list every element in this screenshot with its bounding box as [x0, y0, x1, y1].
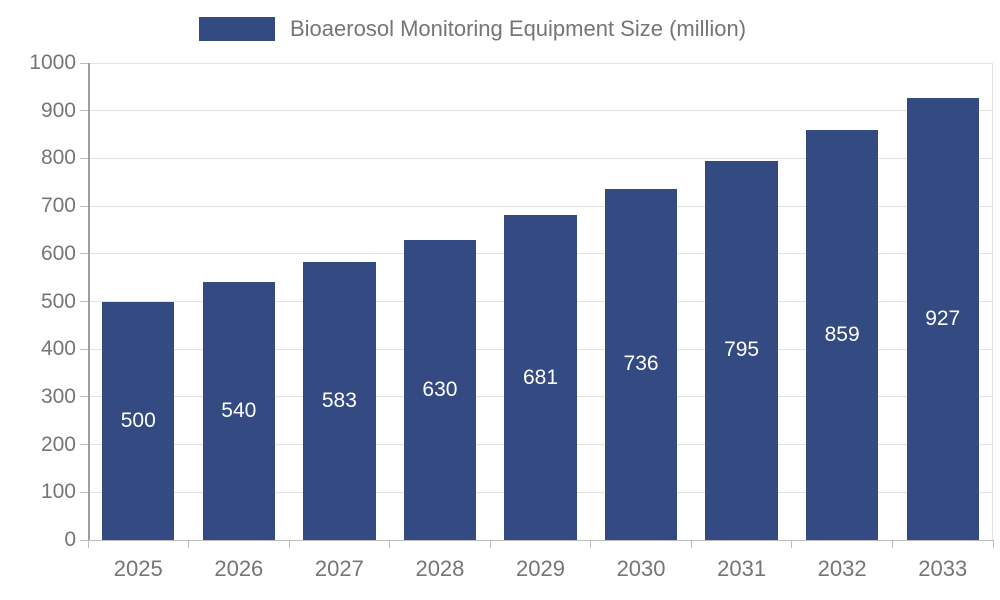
bar-2032: 859 — [805, 130, 879, 540]
gridline-800 — [88, 157, 993, 159]
y-tick-700 — [80, 205, 88, 207]
y-axis-label-600: 600 — [40, 241, 76, 265]
y-axis-label-300: 300 — [40, 384, 76, 408]
x-axis-label-2026: 2026 — [214, 556, 264, 581]
bar-value-label-2026: 540 — [221, 399, 257, 423]
y-axis-label-100: 100 — [40, 480, 76, 504]
x-tick-5 — [590, 540, 592, 548]
x-axis-label-2031: 2031 — [717, 556, 767, 581]
bar-2030: 736 — [604, 188, 678, 540]
x-tick-8 — [891, 540, 893, 548]
x-tick-0 — [87, 540, 89, 548]
x-tick-6 — [690, 540, 692, 548]
y-axis-label-700: 700 — [40, 194, 76, 218]
y-axis-line — [88, 63, 90, 540]
y-axis-label-1000: 1000 — [29, 51, 76, 74]
x-tick-7 — [791, 540, 793, 548]
bar-value-label-2031: 795 — [724, 338, 760, 362]
bar-value-label-2028: 630 — [422, 377, 458, 401]
y-tick-300 — [80, 396, 88, 398]
y-tick-100 — [80, 491, 88, 493]
y-tick-900 — [80, 110, 88, 112]
x-tick-1 — [188, 540, 190, 548]
gridline-900 — [88, 110, 993, 112]
x-axis-label-2027: 2027 — [314, 556, 364, 581]
y-tick-1000 — [80, 62, 88, 64]
bar-value-label-2025: 500 — [120, 408, 156, 432]
legend-swatch-icon — [199, 17, 275, 41]
x-tick-3 — [389, 540, 391, 548]
y-tick-0 — [80, 539, 88, 541]
y-axis-label-0: 0 — [64, 528, 76, 551]
x-axis-label-2025: 2025 — [113, 556, 163, 581]
legend[interactable]: Bioaerosol Monitoring Equipment Size (mi… — [199, 16, 746, 42]
plot-area: 500 540 583 630 681 736 795 859 927 2025 2026 2027… — [80, 62, 994, 581]
x-axis-label-2032: 2032 — [817, 556, 867, 581]
plot-right-border — [992, 63, 993, 540]
bar-value-label-2033: 927 — [925, 306, 961, 330]
x-axis-label-2028: 2028 — [415, 556, 465, 581]
y-tick-200 — [80, 444, 88, 446]
gridline-0 — [88, 539, 993, 541]
y-tick-400 — [80, 348, 88, 350]
bar-value-label-2030: 736 — [623, 352, 659, 376]
y-tick-500 — [80, 301, 88, 302]
y-tick-800 — [80, 157, 88, 159]
y-axis-label-800: 800 — [40, 146, 76, 170]
x-axis-label-2030: 2030 — [616, 556, 666, 581]
bar-2029: 681 — [504, 215, 577, 540]
x-axis-label-2029: 2029 — [516, 556, 565, 581]
bar-2031: 795 — [705, 160, 778, 540]
y-tick-600 — [80, 253, 88, 255]
bar-2026: 540 — [202, 282, 276, 540]
bar-value-label-2027: 583 — [321, 388, 357, 412]
x-tick-4 — [489, 540, 491, 548]
bar-value-label-2032: 859 — [824, 323, 860, 347]
bar-value-label-2029: 681 — [522, 365, 559, 389]
x-axis-label-2033: 2033 — [918, 556, 968, 581]
x-tick-9 — [992, 540, 994, 548]
gridline-700 — [88, 205, 993, 207]
y-axis-labels: 0 100 200 300 400 500 600 700 800 900 1000 — [0, 51, 76, 551]
bar-2025: 500 — [102, 301, 175, 540]
bar-2033: 927 — [906, 97, 979, 540]
x-tick-2 — [288, 540, 290, 548]
y-axis-label-900: 900 — [40, 98, 76, 122]
bar-2028: 630 — [403, 239, 477, 540]
bar-2027: 583 — [303, 261, 376, 540]
y-axis-label-400: 400 — [40, 337, 76, 361]
y-axis-label-500: 500 — [40, 289, 76, 313]
legend-label: Bioaerosol Monitoring Equipment Size (mi… — [290, 16, 747, 41]
gridline-1000 — [88, 62, 993, 64]
y-axis-label-200: 200 — [40, 432, 76, 456]
